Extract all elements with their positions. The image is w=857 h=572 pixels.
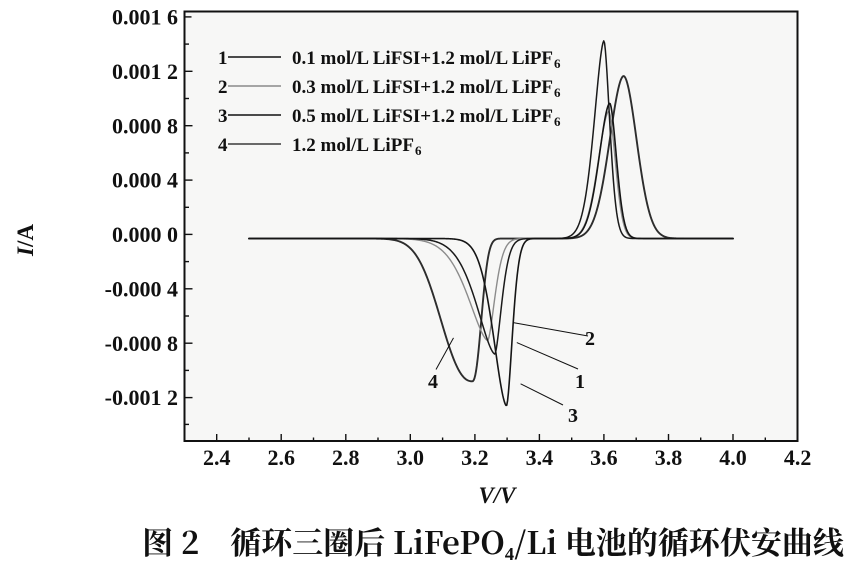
svg-text:I/A: I/A	[13, 224, 38, 257]
svg-text:3.2: 3.2	[461, 445, 489, 470]
svg-text:4.0: 4.0	[719, 445, 747, 470]
svg-text:1: 1	[575, 371, 585, 393]
svg-text:3.6: 3.6	[590, 445, 618, 470]
svg-text:0.001 2: 0.001 2	[112, 59, 178, 84]
svg-text:0.1 mol/L LiFSI+1.2 mol/L LiPF: 0.1 mol/L LiFSI+1.2 mol/L LiPF	[292, 48, 553, 69]
svg-text:3.0: 3.0	[397, 445, 425, 470]
svg-text:图 2 循环三圈后 LiFePO₄/Li 电池的循环伏安曲线: 图 2 循环三圈后 LiFePO₄/Li 电池的循环伏安曲线	[142, 518, 844, 563]
svg-text:3: 3	[218, 106, 228, 127]
svg-text:0.5 mol/L LiFSI+1.2 mol/L LiPF: 0.5 mol/L LiFSI+1.2 mol/L LiPF	[292, 106, 553, 127]
svg-text:1.2 mol/L LiPF: 1.2 mol/L LiPF	[292, 135, 414, 156]
svg-text:3.8: 3.8	[655, 445, 683, 470]
svg-text:6: 6	[554, 56, 561, 71]
svg-text:6: 6	[554, 85, 561, 100]
svg-text:2.6: 2.6	[267, 445, 295, 470]
svg-text:1: 1	[218, 48, 228, 69]
svg-text:0.000 4: 0.000 4	[112, 168, 178, 193]
svg-text:2.8: 2.8	[332, 445, 360, 470]
svg-text:4: 4	[428, 371, 438, 393]
svg-text:0.000 0: 0.000 0	[112, 222, 178, 247]
svg-text:4: 4	[218, 135, 228, 156]
svg-text:0.3 mol/L LiFSI+1.2 mol/L LiPF: 0.3 mol/L LiFSI+1.2 mol/L LiPF	[292, 77, 553, 98]
svg-text:-0.001 2: -0.001 2	[105, 385, 178, 410]
svg-text:0.001 6: 0.001 6	[112, 5, 178, 30]
svg-text:-0.000 8: -0.000 8	[105, 331, 178, 356]
svg-text:6: 6	[554, 114, 561, 129]
svg-text:4.2: 4.2	[784, 445, 812, 470]
svg-text:0.000 8: 0.000 8	[112, 113, 178, 138]
svg-text:2: 2	[585, 328, 595, 350]
svg-text:-0.000 4: -0.000 4	[105, 276, 178, 301]
svg-text:3.4: 3.4	[526, 445, 554, 470]
svg-text:2: 2	[218, 77, 228, 98]
svg-text:3: 3	[568, 405, 578, 427]
svg-text:V/V: V/V	[478, 483, 517, 508]
svg-text:6: 6	[415, 143, 422, 158]
svg-text:2.4: 2.4	[203, 445, 231, 470]
